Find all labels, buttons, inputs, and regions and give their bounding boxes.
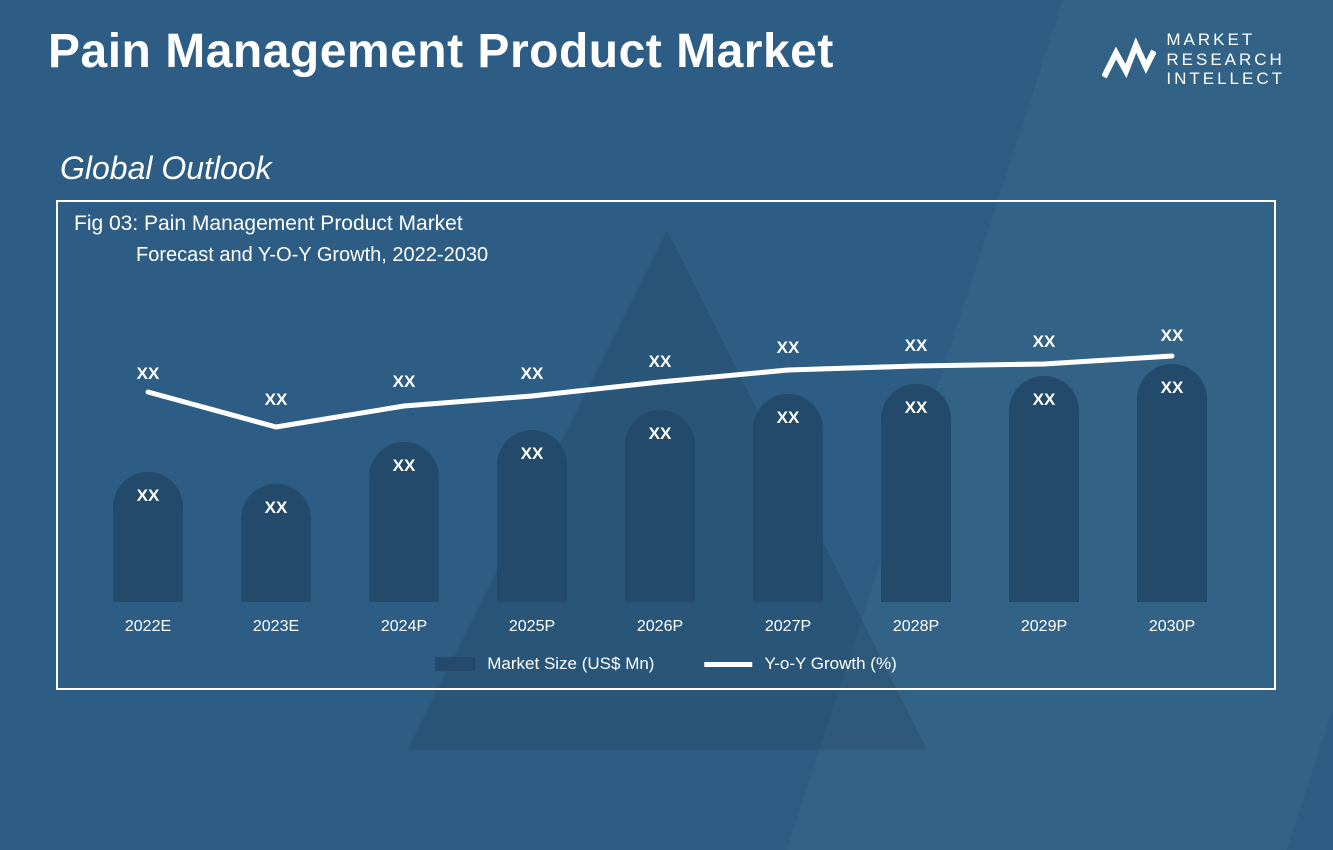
logo-line3: INTELLECT (1166, 69, 1285, 89)
legend-label-line: Y-o-Y Growth (%) (764, 654, 896, 674)
logo-line2: RESEARCH (1166, 50, 1285, 70)
bar-value-label: XX (1033, 390, 1056, 410)
logo-line1: MARKET (1166, 30, 1285, 50)
x-tick-label: 2029P (1021, 618, 1067, 636)
chart-subtitle: Global Outlook (60, 150, 272, 187)
x-tick-label: 2024P (381, 618, 427, 636)
line-value-label: XX (777, 338, 800, 358)
bar-value-label: XX (265, 498, 288, 518)
line-value-label: XX (649, 352, 672, 372)
bar-value-label: XX (521, 444, 544, 464)
legend-item-line: Y-o-Y Growth (%) (704, 654, 896, 674)
x-tick-label: 2025P (509, 618, 555, 636)
line-value-label: XX (137, 364, 160, 384)
bar-value-label: XX (137, 486, 160, 506)
figure-caption-1: Fig 03: Pain Management Product Market (74, 212, 463, 236)
bar-value-label: XX (393, 456, 416, 476)
bar-value-label: XX (1161, 378, 1184, 398)
bar-value-label: XX (905, 398, 928, 418)
x-tick-label: 2030P (1149, 618, 1195, 636)
bar: XX2027P (753, 394, 823, 602)
chart-frame: Fig 03: Pain Management Product Market F… (56, 200, 1276, 690)
bar: XX2023E (241, 484, 311, 602)
logo-text: MARKET RESEARCH INTELLECT (1166, 30, 1285, 89)
bar: XX2029P (1009, 376, 1079, 602)
bar-value-label: XX (777, 408, 800, 428)
logo-icon (1102, 37, 1156, 81)
legend-swatch-line (704, 662, 752, 667)
x-tick-label: 2026P (637, 618, 683, 636)
legend-label-bars: Market Size (US$ Mn) (487, 654, 654, 674)
bar: XX2022E (113, 472, 183, 602)
line-value-label: XX (905, 336, 928, 356)
x-tick-label: 2023E (253, 618, 299, 636)
x-tick-label: 2022E (125, 618, 171, 636)
bar: XX2024P (369, 442, 439, 602)
line-value-label: XX (1161, 326, 1184, 346)
x-tick-label: 2028P (893, 618, 939, 636)
bar: XX2026P (625, 410, 695, 602)
legend: Market Size (US$ Mn) Y-o-Y Growth (%) (435, 654, 896, 674)
bar: XX2030P (1137, 364, 1207, 602)
legend-swatch-bar (435, 657, 475, 671)
bar-value-label: XX (649, 424, 672, 444)
bar: XX2028P (881, 384, 951, 602)
brand-logo: MARKET RESEARCH INTELLECT (1102, 30, 1285, 89)
legend-item-bars: Market Size (US$ Mn) (435, 654, 654, 674)
page-title: Pain Management Product Market (48, 24, 834, 79)
x-tick-label: 2027P (765, 618, 811, 636)
line-value-label: XX (265, 390, 288, 410)
figure-caption-2: Forecast and Y-O-Y Growth, 2022-2030 (136, 244, 488, 267)
bar: XX2025P (497, 430, 567, 602)
plot-area: XX2022EXXXX2023EXXXX2024PXXXX2025PXXXX20… (128, 312, 1254, 602)
line-value-label: XX (1033, 332, 1056, 352)
line-value-label: XX (521, 364, 544, 384)
line-value-label: XX (393, 372, 416, 392)
